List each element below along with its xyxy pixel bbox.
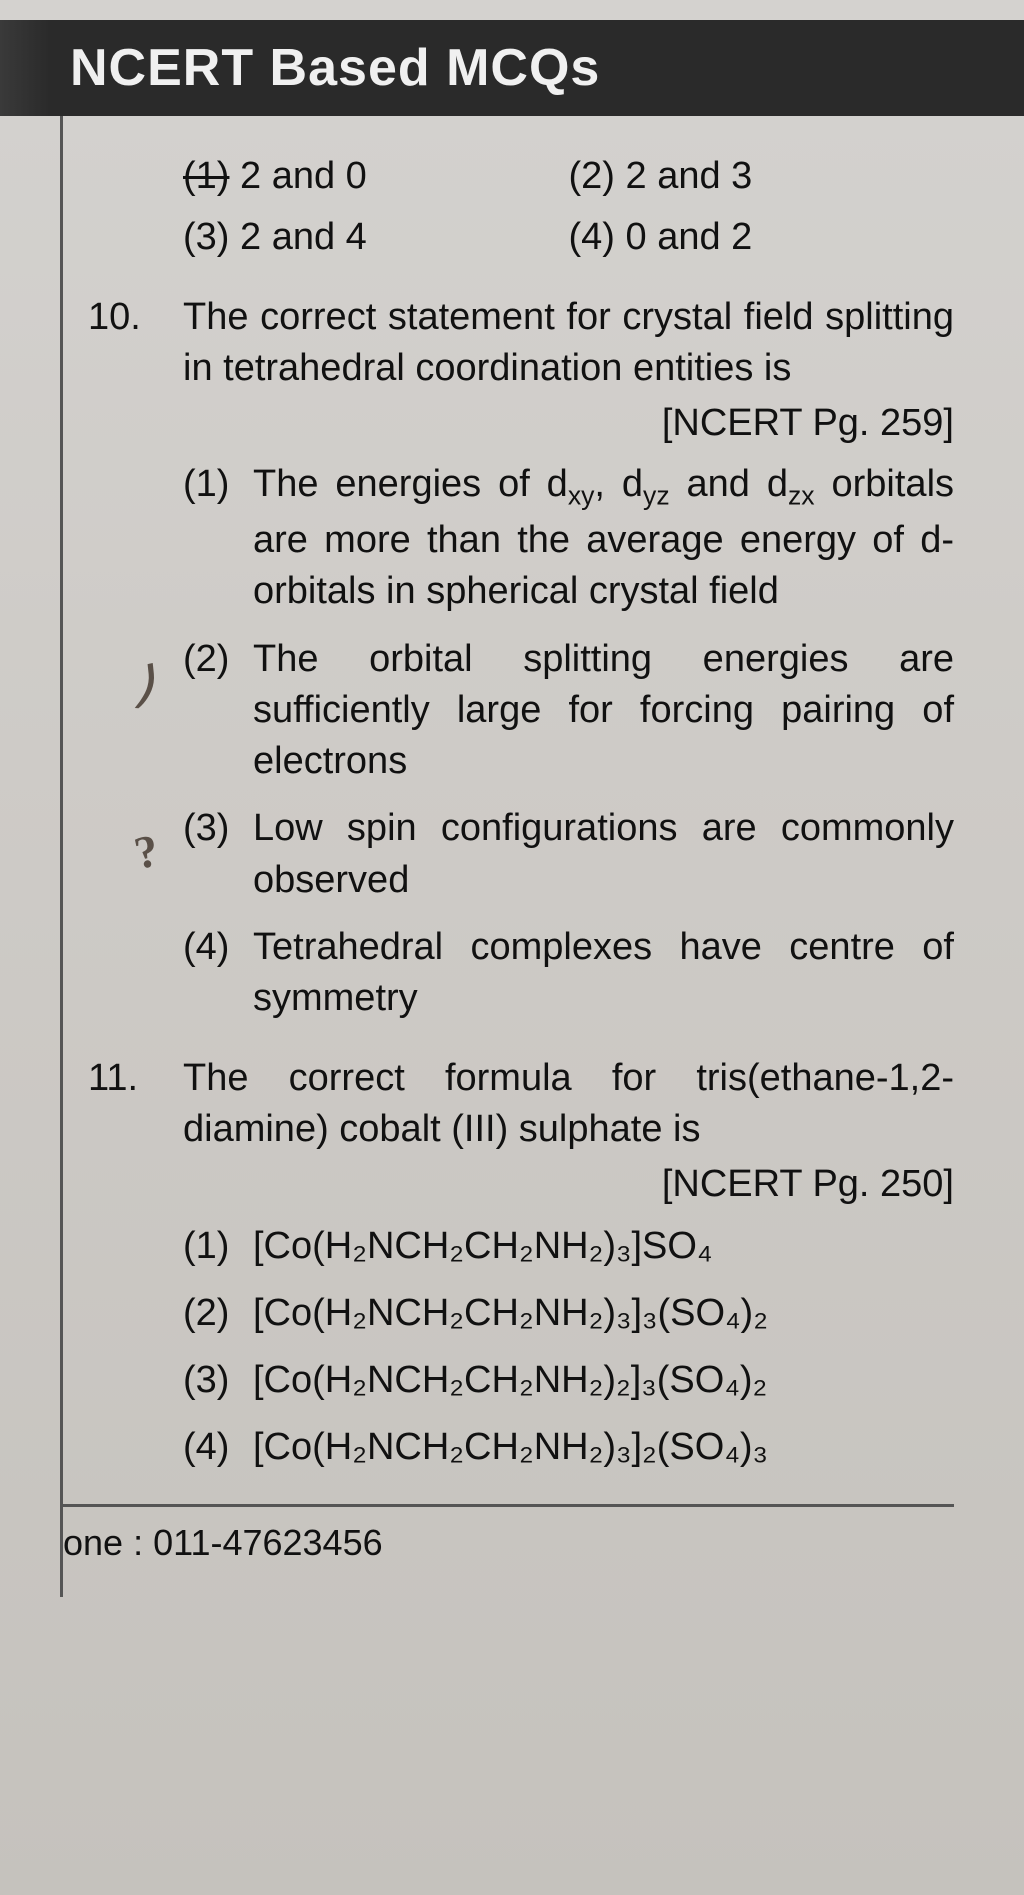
q10-option-2: (2) The orbital splitting energies are s… xyxy=(183,634,954,788)
question-11: 11. The correct formula for tris(ethane-… xyxy=(183,1053,954,1156)
option-text: Low spin configurations are commonly obs… xyxy=(253,803,954,906)
question-number: 11. xyxy=(88,1053,138,1104)
options-row-1: (1) 2 and 0 (2) 2 and 3 xyxy=(183,151,954,202)
option-num: (2) xyxy=(183,634,253,788)
pen-mark-question: ? xyxy=(129,820,164,886)
option-num: (4) xyxy=(183,1422,253,1473)
option-num: (1) xyxy=(183,1221,253,1272)
q11-option-1: (1) [Co(H₂NCH₂CH₂NH₂)₃]SO₄ xyxy=(183,1221,954,1272)
ncert-ref: [NCERT Pg. 250] xyxy=(183,1159,954,1210)
option-text: The orbital splitting energies are suffi… xyxy=(253,634,954,788)
content-column: (1) 2 and 0 (2) 2 and 3 (3) 2 and 4 (4) … xyxy=(60,116,984,1597)
question-number: 10. xyxy=(88,292,141,343)
q10-option-4: (4) Tetrahedral complexes have centre of… xyxy=(183,922,954,1025)
footer-phone: one : 011-47623456 xyxy=(63,1504,954,1568)
option-num: (1) xyxy=(183,155,229,197)
option-num: (4) xyxy=(569,216,615,258)
option-formula: [Co(H₂NCH₂CH₂NH₂)₃]SO₄ xyxy=(253,1221,954,1272)
option-num: (4) xyxy=(183,922,253,1025)
option-text: The energies of dxy, dyz and dzx orbital… xyxy=(253,459,954,617)
question-text: The correct statement for crystal field … xyxy=(183,296,954,389)
ncert-ref: [NCERT Pg. 259] xyxy=(183,398,954,449)
option-num: (3) xyxy=(183,803,253,906)
option-formula: [Co(H₂NCH₂CH₂NH₂)₂]₃(SO₄)₂ xyxy=(253,1355,954,1406)
q11-options: (1) [Co(H₂NCH₂CH₂NH₂)₃]SO₄ (2) [Co(H₂NCH… xyxy=(183,1221,954,1474)
option-num: (2) xyxy=(183,1288,253,1339)
question-text: The correct formula for tris(ethane-1,2-… xyxy=(183,1057,954,1150)
option-2: (2) 2 and 3 xyxy=(569,151,955,202)
question-10: 10. The correct statement for crystal fi… xyxy=(183,292,954,395)
option-4: (4) 0 and 2 xyxy=(569,212,955,263)
option-text: 2 and 3 xyxy=(626,155,753,197)
option-num: (3) xyxy=(183,1355,253,1406)
option-3: (3) 2 and 4 xyxy=(183,212,569,263)
option-text: 2 and 4 xyxy=(240,216,367,258)
option-text: 2 and 0 xyxy=(240,155,367,197)
options-row-2: (3) 2 and 4 (4) 0 and 2 xyxy=(183,212,954,263)
section-header: NCERT Based MCQs xyxy=(0,20,1024,116)
q11-option-4: (4) [Co(H₂NCH₂CH₂NH₂)₃]₂(SO₄)₃ xyxy=(183,1422,954,1473)
option-formula: [Co(H₂NCH₂CH₂NH₂)₃]₂(SO₄)₃ xyxy=(253,1422,954,1473)
q10-options: (1) The energies of dxy, dyz and dzx orb… xyxy=(183,459,954,1024)
option-formula: [Co(H₂NCH₂CH₂NH₂)₃]₃(SO₄)₂ xyxy=(253,1288,954,1339)
option-text: Tetrahedral complexes have centre of sym… xyxy=(253,922,954,1025)
q10-option-3: (3) Low spin configurations are commonly… xyxy=(183,803,954,906)
option-1: (1) 2 and 0 xyxy=(183,151,569,202)
q11-option-3: (3) [Co(H₂NCH₂CH₂NH₂)₂]₃(SO₄)₂ xyxy=(183,1355,954,1406)
page: NCERT Based MCQs (1) 2 and 0 (2) 2 and 3… xyxy=(40,20,984,1695)
option-text: 0 and 2 xyxy=(626,216,753,258)
pen-mark-circle: ⵰ xyxy=(129,650,164,715)
header-title: NCERT Based MCQs xyxy=(70,39,600,97)
option-num: (3) xyxy=(183,216,229,258)
q10-option-1: (1) The energies of dxy, dyz and dzx orb… xyxy=(183,459,954,617)
q11-option-2: (2) [Co(H₂NCH₂CH₂NH₂)₃]₃(SO₄)₂ xyxy=(183,1288,954,1339)
option-num: (1) xyxy=(183,459,253,617)
option-num: (2) xyxy=(569,155,615,197)
